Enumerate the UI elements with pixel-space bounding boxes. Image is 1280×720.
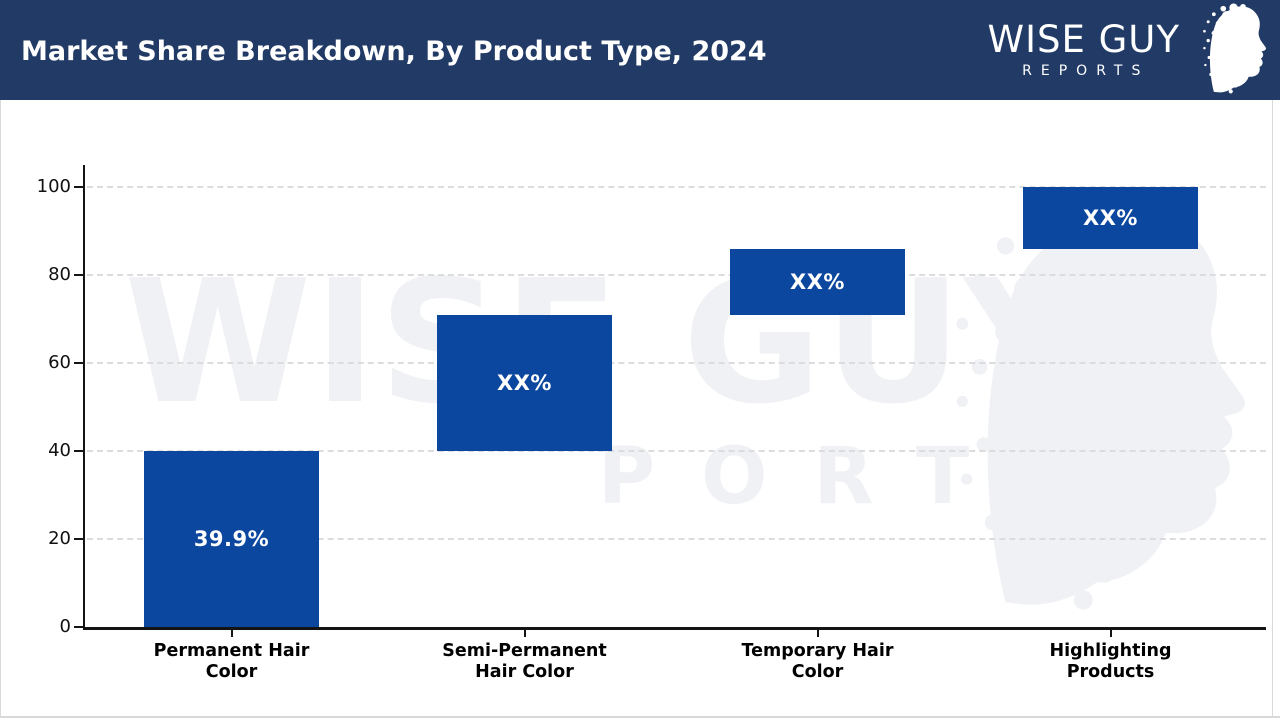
x-category-label-line: Highlighting — [1049, 641, 1172, 661]
logo-text: WISE GUY REPORTS — [988, 21, 1180, 79]
y-tick — [74, 274, 83, 276]
x-tick — [230, 630, 233, 637]
y-gridline — [87, 362, 1266, 364]
header-bar: Market Share Breakdown, By Product Type,… — [0, 0, 1280, 100]
y-tick-label: 80 — [48, 264, 71, 285]
y-tick-label: 60 — [48, 352, 71, 373]
bar-segment: 39.9% — [144, 451, 319, 627]
page-border-bottom — [0, 716, 1280, 718]
x-category-label-line: Color — [205, 662, 258, 682]
wise-guy-reports-logo: WISE GUY REPORTS — [988, 3, 1274, 97]
x-category-label-line: Color — [791, 662, 844, 682]
bar-segment: XX% — [730, 249, 905, 316]
x-category-label: Permanent Hair Color — [82, 641, 382, 683]
logo-reports-text: REPORTS — [1022, 63, 1150, 79]
x-category-label-line: Products — [1066, 662, 1155, 682]
bar-value-label: XX% — [1083, 206, 1138, 231]
y-tick — [74, 186, 83, 188]
y-gridline — [87, 274, 1266, 276]
x-category-label-line: Temporary Hair — [741, 641, 894, 661]
wise-guy-face-logo-icon — [1180, 3, 1274, 97]
bar-value-label: XX% — [497, 371, 552, 396]
page-border-right — [1272, 100, 1273, 718]
y-gridline — [87, 538, 1266, 540]
bar-segment: XX% — [437, 315, 612, 452]
x-category-label: Semi-Permanent Hair Color — [375, 641, 675, 683]
x-category-label: Temporary Hair Color — [668, 641, 968, 683]
x-category-label-line: Permanent Hair — [153, 641, 310, 661]
y-gridline — [87, 186, 1266, 188]
y-axis-line — [83, 165, 85, 630]
page-title: Market Share Breakdown, By Product Type,… — [21, 36, 767, 67]
y-tick — [74, 450, 83, 452]
x-category-label-line: Hair Color — [475, 662, 574, 682]
x-category-label: Highlighting Products — [961, 641, 1261, 683]
y-gridline — [87, 450, 1266, 452]
y-tick — [74, 538, 83, 540]
y-tick — [74, 626, 83, 628]
y-tick-label: 20 — [48, 528, 71, 549]
y-tick-label: 0 — [59, 616, 71, 637]
page-border-left — [0, 100, 1, 718]
y-tick-label: 100 — [36, 176, 71, 197]
x-axis-line — [83, 627, 1266, 630]
x-tick — [816, 630, 819, 637]
bar-segment: XX% — [1023, 187, 1198, 250]
bar-value-label: 39.9% — [193, 527, 270, 552]
y-tick — [74, 362, 83, 364]
x-category-label-line: Semi-Permanent — [442, 641, 607, 661]
bar-value-label: XX% — [790, 270, 845, 295]
logo-wordmark: WISE GUY — [987, 18, 1180, 61]
y-tick-label: 40 — [48, 440, 71, 461]
x-tick — [1109, 630, 1112, 637]
x-tick — [523, 630, 526, 637]
